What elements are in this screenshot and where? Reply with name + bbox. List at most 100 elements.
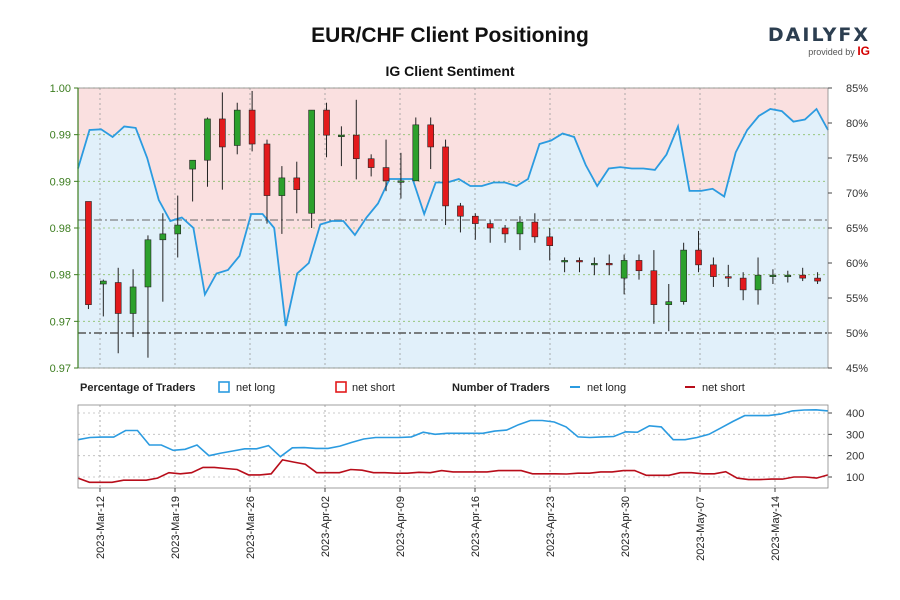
candle-body [680,249,687,302]
candle-body [635,260,643,272]
candle-body [620,260,628,279]
traders-plot-frame [77,404,829,489]
date-tick-label: 2023-Apr-09 [395,496,407,557]
candle-body [397,180,405,183]
dailyfx-logo: DAILYFX provided by IG [760,24,870,58]
candle-body [650,270,658,305]
traders-tick-label: 300 [846,429,864,441]
price-tick-label: 0.98 [50,223,71,235]
candle-body [85,201,92,305]
candle-body [144,239,152,288]
candle-body [174,224,182,235]
legend-pct-title: Percentage of Traders [80,382,196,394]
legend-num-short-label: net short [702,382,745,394]
candle-body [784,274,792,277]
candle-body [486,223,494,229]
candle-body [442,146,449,207]
candle-body [159,233,167,241]
pct-tick-label: 70% [846,188,868,200]
traders-tick-label: 400 [846,408,864,420]
candle-body [754,274,762,291]
candle-body [114,282,122,314]
logo-wordmark: DAILYFX [767,24,870,46]
price-tick-label: 0.97 [50,363,71,375]
candle-body [605,263,613,266]
candle-body [308,109,315,214]
logo-provided-by: provided by IG [760,44,870,58]
legend-num-title: Number of Traders [452,382,550,394]
candle-body [100,280,107,285]
date-tick-label: 2023-Apr-30 [620,496,632,557]
pct-tick-label: 60% [846,258,868,270]
chart-title: EUR/CHF Client Positioning [311,24,589,47]
candle-body [367,158,375,168]
candle-body [263,143,271,196]
pct-tick-label: 75% [846,153,868,165]
pct-long-line [77,107,829,327]
candle-body [695,249,702,266]
candle-body [546,236,554,246]
date-tick-label: 2023-Apr-02 [320,496,332,557]
date-tick-label: 2023-May-14 [770,496,782,561]
traders-tick-label: 100 [846,472,864,484]
candle-body [799,274,806,279]
candle-body [248,109,256,145]
traders-tick-label: 200 [846,451,864,463]
candle-body [352,134,360,160]
date-tick-label: 2023-Apr-23 [545,496,557,557]
chart-subtitle: IG Client Sentiment [385,63,515,79]
candle-body [293,177,301,190]
candle-body [338,134,345,137]
date-tick-label: 2023-Mar-12 [95,496,107,559]
net-long-area [78,109,828,368]
date-tick-label: 2023-Apr-16 [470,496,482,557]
date-tick-label: 2023-Mar-19 [170,496,182,559]
candle-body [412,124,420,182]
candle-body [576,260,583,263]
candle-body [724,276,732,279]
candle-body [665,301,673,305]
logo-provided-text: provided by [808,47,855,57]
candle-body [457,205,464,217]
traders-long-line [77,408,829,458]
candle-body [472,215,479,224]
candle-body [769,274,777,277]
candle-body [382,167,390,182]
date-tick-label: 2023-May-07 [695,496,707,561]
candle-body [561,260,568,263]
ig-logo: IG [857,44,870,58]
candle-body [531,221,539,238]
candle-body [323,109,330,136]
traders-short-line [77,459,829,484]
price-tick-label: 1.00 [50,83,71,95]
pct-tick-label: 85% [846,83,868,95]
legend-pct-short-swatch [335,381,347,393]
candle-body [278,177,286,196]
candle-body [710,264,717,277]
pct-tick-label: 55% [846,293,868,305]
candle-body [516,221,524,235]
candle-body [189,159,196,170]
date-tick-label: 2023-Mar-26 [245,496,257,559]
legend-pct-long-swatch [218,381,230,393]
pct-tick-label: 65% [846,223,868,235]
candle-body [219,118,226,148]
candle-body [204,118,211,161]
candle-body [739,277,747,291]
candle-body [501,227,509,235]
candle-body [233,109,241,146]
candle-body [129,286,137,314]
pct-tick-label: 45% [846,363,868,375]
price-tick-label: 0.97 [50,316,71,328]
pct-tick-label: 80% [846,118,868,130]
price-tick-label: 0.99 [50,176,71,188]
candle-body [427,124,434,148]
candle-body [591,263,598,266]
legend-num-long-label: net long [587,382,626,394]
candle-body [814,277,821,282]
pct-tick-label: 50% [846,328,868,340]
price-tick-label: 0.98 [50,270,71,282]
legend-pct-long-label: net long [236,382,275,394]
legend-pct-short-label: net short [352,382,395,394]
